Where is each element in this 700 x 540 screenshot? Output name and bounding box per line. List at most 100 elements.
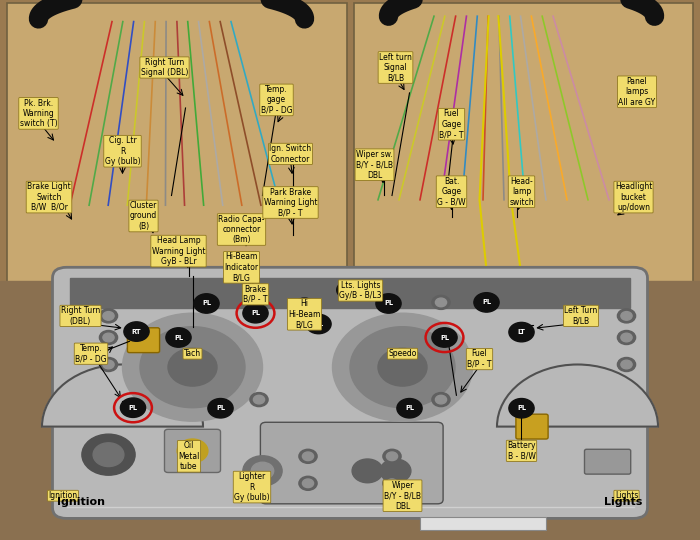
- Circle shape: [435, 395, 447, 404]
- Text: PL: PL: [216, 405, 225, 411]
- Text: Fuel
Gage
B/P - T: Fuel Gage B/P - T: [440, 109, 463, 139]
- Text: Ignition: Ignition: [48, 491, 78, 500]
- Text: Head Lamp
Warning Light
GyB - BLr: Head Lamp Warning Light GyB - BLr: [152, 236, 205, 266]
- FancyBboxPatch shape: [584, 449, 631, 474]
- Circle shape: [378, 348, 427, 386]
- Circle shape: [332, 313, 473, 421]
- Bar: [7, 3, 346, 286]
- Circle shape: [302, 452, 314, 461]
- Text: Ignition: Ignition: [57, 497, 104, 507]
- Text: Battery
B - B/W: Battery B - B/W: [508, 441, 536, 461]
- Circle shape: [380, 459, 411, 483]
- Text: PL: PL: [440, 334, 449, 341]
- Circle shape: [140, 327, 245, 408]
- Text: Right Turn
(DBL): Right Turn (DBL): [61, 306, 100, 326]
- Circle shape: [251, 462, 274, 480]
- Circle shape: [621, 312, 632, 320]
- Circle shape: [177, 439, 208, 463]
- Circle shape: [383, 449, 401, 463]
- Circle shape: [302, 479, 314, 488]
- Text: Br: Br: [344, 287, 352, 293]
- Text: Right Turn
Signal (DBL): Right Turn Signal (DBL): [141, 58, 188, 77]
- Circle shape: [299, 449, 317, 463]
- Circle shape: [617, 330, 636, 345]
- Circle shape: [208, 399, 233, 418]
- Text: Radio Capa-
connector
(Bm): Radio Capa- connector (Bm): [218, 214, 265, 245]
- Text: Park Brake
Warning Light
B/P - T: Park Brake Warning Light B/P - T: [264, 187, 317, 218]
- Circle shape: [103, 312, 114, 320]
- Text: Oil
Metal
tube: Oil Metal tube: [178, 441, 199, 471]
- Circle shape: [383, 476, 401, 490]
- Circle shape: [93, 443, 124, 467]
- Circle shape: [386, 479, 398, 488]
- FancyBboxPatch shape: [516, 414, 548, 439]
- Circle shape: [168, 348, 217, 386]
- Text: Panel
lamps
All are GY: Panel lamps All are GY: [618, 77, 656, 107]
- Text: Hi: Hi: [301, 304, 308, 309]
- Text: Temp.
gage
B/P - DG: Temp. gage B/P - DG: [260, 85, 293, 115]
- FancyBboxPatch shape: [260, 422, 443, 504]
- Text: Wiper sw.
B/Y - B/LB
DBL: Wiper sw. B/Y - B/LB DBL: [356, 150, 393, 180]
- Circle shape: [103, 360, 114, 369]
- Text: PL: PL: [174, 334, 183, 341]
- Text: PL: PL: [384, 300, 393, 307]
- Text: PL: PL: [517, 405, 526, 411]
- Circle shape: [435, 298, 447, 307]
- Circle shape: [350, 327, 455, 408]
- Circle shape: [253, 395, 265, 404]
- Text: LT: LT: [517, 329, 526, 335]
- Circle shape: [617, 309, 636, 323]
- Circle shape: [99, 309, 118, 323]
- Circle shape: [509, 399, 534, 418]
- Bar: [354, 3, 693, 286]
- Circle shape: [432, 295, 450, 309]
- Circle shape: [621, 333, 632, 342]
- Circle shape: [397, 399, 422, 418]
- Text: Brake
B/P - T: Brake B/P - T: [244, 285, 267, 304]
- Text: PL: PL: [202, 300, 211, 307]
- Wedge shape: [497, 364, 658, 427]
- Circle shape: [432, 328, 457, 347]
- Text: Cig. Ltr
R
Gy (bulb): Cig. Ltr R Gy (bulb): [105, 136, 140, 166]
- Circle shape: [250, 295, 268, 309]
- Circle shape: [293, 298, 316, 315]
- Circle shape: [306, 314, 331, 334]
- Text: Head-
lamp
switch: Head- lamp switch: [509, 177, 534, 207]
- Text: Headlight
bucket
up/down: Headlight bucket up/down: [615, 182, 652, 212]
- Text: RT: RT: [132, 328, 141, 335]
- Circle shape: [386, 452, 398, 461]
- Circle shape: [617, 357, 636, 372]
- Text: Ign. Switch
Connector: Ign. Switch Connector: [270, 144, 312, 164]
- Text: PL: PL: [251, 310, 260, 316]
- Circle shape: [99, 330, 118, 345]
- Text: Speedo: Speedo: [389, 349, 416, 358]
- Circle shape: [122, 313, 262, 421]
- Circle shape: [120, 398, 146, 417]
- Circle shape: [103, 333, 114, 342]
- Text: Tach: Tach: [184, 349, 201, 358]
- Text: Hi
Hi-Beam
B/LG: Hi Hi-Beam B/LG: [288, 299, 321, 329]
- Circle shape: [352, 459, 383, 483]
- Text: Lights: Lights: [615, 491, 638, 500]
- Text: Temp.
B/P - DG: Temp. B/P - DG: [75, 344, 107, 363]
- Bar: [420, 517, 546, 530]
- Text: PL: PL: [314, 321, 323, 327]
- Text: Fuel
B/P - T: Fuel B/P - T: [468, 349, 492, 369]
- Text: Pk. Brk.
Warning
switch (T): Pk. Brk. Warning switch (T): [20, 98, 57, 129]
- Circle shape: [166, 328, 191, 347]
- Text: Hi-Beam
Indicator
B/LG: Hi-Beam Indicator B/LG: [225, 252, 258, 282]
- Text: Lighter
R
Gy (bulb): Lighter R Gy (bulb): [234, 472, 270, 502]
- Wedge shape: [42, 364, 203, 427]
- FancyBboxPatch shape: [52, 267, 648, 518]
- Text: Left Turn
B/LB: Left Turn B/LB: [564, 306, 598, 326]
- Circle shape: [376, 294, 401, 313]
- Text: Bat.
Gage
G - B/W: Bat. Gage G - B/W: [438, 177, 466, 207]
- FancyBboxPatch shape: [127, 328, 160, 353]
- Circle shape: [509, 322, 534, 342]
- Text: PL: PL: [482, 299, 491, 306]
- Text: Lts. Lights
Gy/B - B/L3: Lts. Lights Gy/B - B/L3: [340, 281, 382, 300]
- Circle shape: [621, 360, 632, 369]
- Circle shape: [124, 322, 149, 341]
- Text: PL: PL: [405, 405, 414, 411]
- Circle shape: [337, 281, 359, 299]
